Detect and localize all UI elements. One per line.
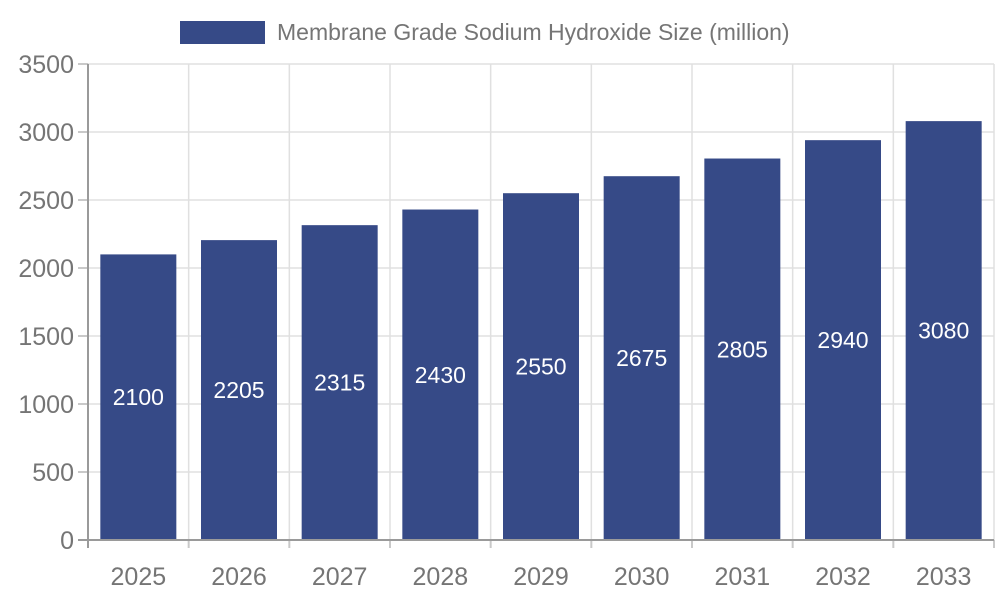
- x-tick-label: 2027: [312, 563, 368, 591]
- y-tick-label: 500: [32, 459, 74, 487]
- bar-2028[interactable]: [402, 209, 479, 540]
- x-tick-label: 2033: [916, 563, 972, 591]
- bar-2033[interactable]: [905, 121, 982, 541]
- bar-2030[interactable]: [603, 176, 680, 540]
- y-tick-label: 1500: [18, 323, 74, 351]
- bar-value-label: 2205: [213, 377, 264, 403]
- x-tick-label: 2025: [111, 563, 167, 591]
- legend-swatch: [180, 21, 265, 45]
- legend-label: Membrane Grade Sodium Hydroxide Size (mi…: [277, 19, 790, 45]
- bar-2026[interactable]: [201, 240, 277, 540]
- bar-value-label: 2675: [616, 345, 667, 371]
- x-tick-label: 2032: [815, 563, 871, 591]
- y-tick-label: 3000: [18, 119, 74, 147]
- bar-value-label: 2430: [415, 362, 466, 388]
- bar-2027[interactable]: [301, 225, 378, 540]
- bar-value-label: 2940: [817, 327, 868, 353]
- bar-value-label: 3080: [918, 318, 969, 344]
- x-tick-label: 2029: [513, 563, 569, 591]
- x-tick-label: 2030: [614, 563, 670, 591]
- bar-2029[interactable]: [503, 193, 579, 540]
- bar-value-label: 2100: [113, 384, 164, 410]
- legend[interactable]: Membrane Grade Sodium Hydroxide Size (mi…: [180, 19, 790, 45]
- y-tick-label: 1000: [18, 391, 74, 419]
- bar-value-label: 2315: [314, 370, 365, 396]
- bar-value-label: 2805: [717, 336, 768, 362]
- y-tick-label: 2500: [18, 187, 74, 215]
- x-tick-label: 2026: [211, 563, 267, 591]
- x-tick-label: 2028: [413, 563, 469, 591]
- y-tick-label: 0: [60, 527, 74, 555]
- bar-value-label: 2550: [515, 354, 566, 380]
- bar-2032[interactable]: [805, 140, 881, 540]
- y-tick-label: 3500: [18, 51, 74, 79]
- bar-2025[interactable]: [100, 254, 177, 540]
- x-tick-label: 2031: [715, 563, 771, 591]
- y-tick-label: 2000: [18, 255, 74, 283]
- bar-2031[interactable]: [704, 158, 781, 540]
